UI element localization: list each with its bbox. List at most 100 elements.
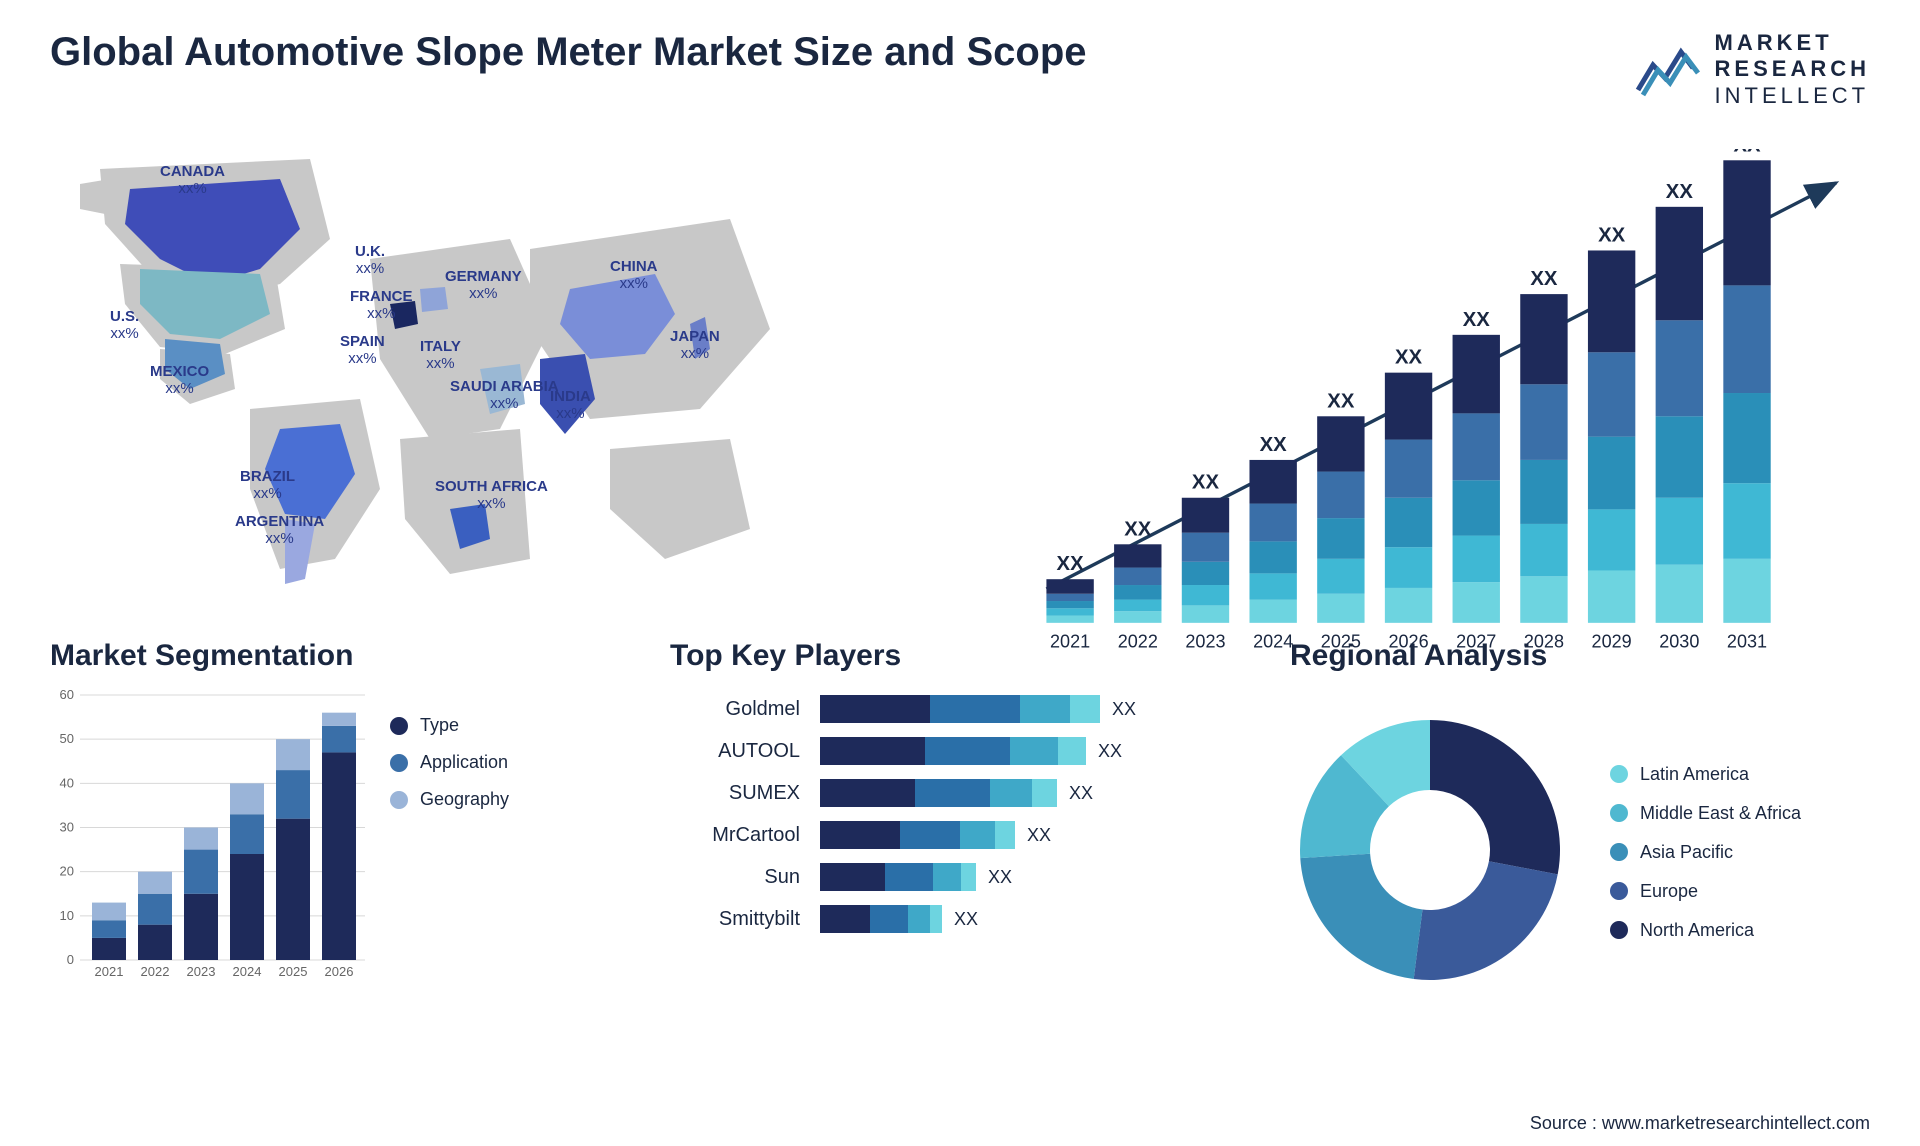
- player-bars-chart: XXXXXXXXXXXX: [820, 695, 1250, 933]
- growth-bar-seg: [1249, 574, 1296, 600]
- map-label-china: CHINAxx%: [610, 259, 658, 292]
- growth-bar-seg: [1588, 510, 1635, 571]
- player-bar: [820, 737, 1086, 765]
- growth-bar-seg: [1114, 600, 1161, 612]
- growth-bar-seg: [1317, 518, 1364, 559]
- player-bar-seg: [820, 737, 925, 765]
- player-bar-seg: [915, 779, 990, 807]
- donut-segment: [1414, 861, 1558, 980]
- player-bar-row: XX: [820, 737, 1250, 765]
- growth-bar-seg: [1249, 504, 1296, 542]
- growth-bar-seg: [1046, 608, 1093, 615]
- top-row: CANADAxx%U.S.xx%MEXICOxx%BRAZILxx%ARGENT…: [50, 129, 1870, 609]
- player-bar: [820, 695, 1100, 723]
- svg-text:XX: XX: [1733, 149, 1761, 156]
- player-bar: [820, 821, 1015, 849]
- seg-bar-seg: [138, 894, 172, 925]
- logo-icon: [1633, 40, 1703, 100]
- svg-text:XX: XX: [1124, 518, 1152, 540]
- svg-text:XX: XX: [1057, 553, 1085, 575]
- growth-bar-seg: [1520, 524, 1567, 576]
- segmentation-legend: Type Application Geography: [390, 685, 509, 1019]
- player-bar-seg: [820, 779, 915, 807]
- seg-bar-seg: [92, 938, 126, 960]
- growth-bar-seg: [1588, 437, 1635, 510]
- legend-item: Middle East & Africa: [1610, 803, 1801, 824]
- player-names: GoldmelAUTOOLSUMEXMrCartoolSunSmittybilt: [670, 695, 800, 933]
- map-label-france: FRANCExx%: [350, 289, 413, 322]
- map-label-saudiarabia: SAUDI ARABIAxx%: [450, 379, 559, 412]
- seg-bar-seg: [322, 726, 356, 753]
- growth-bar-seg: [1723, 393, 1770, 483]
- legend-item: Type: [390, 715, 509, 736]
- logo: MARKET RESEARCH INTELLECT: [1633, 30, 1870, 109]
- segmentation-panel: Market Segmentation 01020304050602021202…: [50, 639, 630, 1019]
- regional-legend: Latin AmericaMiddle East & AfricaAsia Pa…: [1610, 764, 1801, 941]
- player-bar-row: XX: [820, 863, 1250, 891]
- player-name: AUTOOL: [670, 737, 800, 765]
- player-bar-seg: [820, 905, 870, 933]
- map-label-canada: CANADAxx%: [160, 164, 225, 197]
- player-bar-row: XX: [820, 695, 1250, 723]
- svg-text:2027: 2027: [1456, 632, 1496, 652]
- player-bar-seg: [885, 863, 933, 891]
- legend-swatch: [390, 791, 408, 809]
- growth-bar-seg: [1588, 571, 1635, 623]
- growth-bar-seg: [1453, 335, 1500, 414]
- legend-label: Type: [420, 715, 459, 736]
- legend-swatch: [1610, 921, 1628, 939]
- growth-bar-seg: [1249, 600, 1296, 623]
- map-label-japan: JAPANxx%: [670, 329, 720, 362]
- legend-label: Europe: [1640, 881, 1698, 902]
- seg-bar-seg: [92, 903, 126, 921]
- player-bar-seg: [933, 863, 961, 891]
- bottom-row: Market Segmentation 01020304050602021202…: [50, 639, 1870, 1019]
- player-bar: [820, 863, 976, 891]
- svg-text:2023: 2023: [187, 964, 216, 979]
- regional-panel: Regional Analysis Latin AmericaMiddle Ea…: [1290, 639, 1870, 1019]
- player-bar-seg: [925, 737, 1010, 765]
- seg-bar-seg: [138, 925, 172, 960]
- legend-item: Application: [390, 752, 509, 773]
- player-bar-seg: [990, 779, 1032, 807]
- growth-bar-seg: [1723, 559, 1770, 623]
- legend-swatch: [390, 754, 408, 772]
- seg-bar-seg: [322, 753, 356, 961]
- player-bar-seg: [1070, 695, 1100, 723]
- svg-text:2025: 2025: [1321, 632, 1361, 652]
- legend-label: North America: [1640, 920, 1754, 941]
- seg-bar-seg: [230, 854, 264, 960]
- legend-swatch: [1610, 843, 1628, 861]
- svg-text:XX: XX: [1192, 472, 1220, 494]
- svg-text:XX: XX: [1598, 225, 1626, 247]
- growth-bar-seg: [1656, 416, 1703, 497]
- growth-bar-seg: [1114, 611, 1161, 623]
- world-map-panel: CANADAxx%U.S.xx%MEXICOxx%BRAZILxx%ARGENT…: [50, 129, 950, 609]
- donut-segment: [1430, 720, 1560, 874]
- seg-bar-seg: [276, 819, 310, 960]
- player-bar-seg: [820, 863, 885, 891]
- growth-bar-seg: [1385, 373, 1432, 440]
- map-label-spain: SPAINxx%: [340, 334, 385, 367]
- legend-item: Geography: [390, 789, 509, 810]
- growth-bar-seg: [1656, 498, 1703, 565]
- growth-bar-seg: [1453, 480, 1500, 535]
- player-bar: [820, 779, 1057, 807]
- map-label-india: INDIAxx%: [550, 389, 591, 422]
- growth-bar-seg: [1182, 498, 1229, 533]
- seg-bar-seg: [322, 713, 356, 726]
- growth-chart-panel: XX2021XX2022XX2023XX2024XX2025XX2026XX20…: [990, 129, 1870, 609]
- growth-bar-seg: [1182, 585, 1229, 605]
- legend-item: North America: [1610, 920, 1801, 941]
- growth-bar-seg: [1453, 582, 1500, 623]
- growth-bar-seg: [1046, 594, 1093, 601]
- source-attribution: Source : www.marketresearchintellect.com: [1530, 1113, 1870, 1134]
- map-label-brazil: BRAZILxx%: [240, 469, 295, 502]
- player-bar-row: XX: [820, 821, 1250, 849]
- growth-bar-seg: [1249, 542, 1296, 574]
- map-label-southafrica: SOUTH AFRICAxx%: [435, 479, 548, 512]
- seg-bar-seg: [184, 850, 218, 894]
- player-bar-seg: [995, 821, 1015, 849]
- svg-text:60: 60: [60, 687, 74, 702]
- growth-bar-seg: [1182, 533, 1229, 562]
